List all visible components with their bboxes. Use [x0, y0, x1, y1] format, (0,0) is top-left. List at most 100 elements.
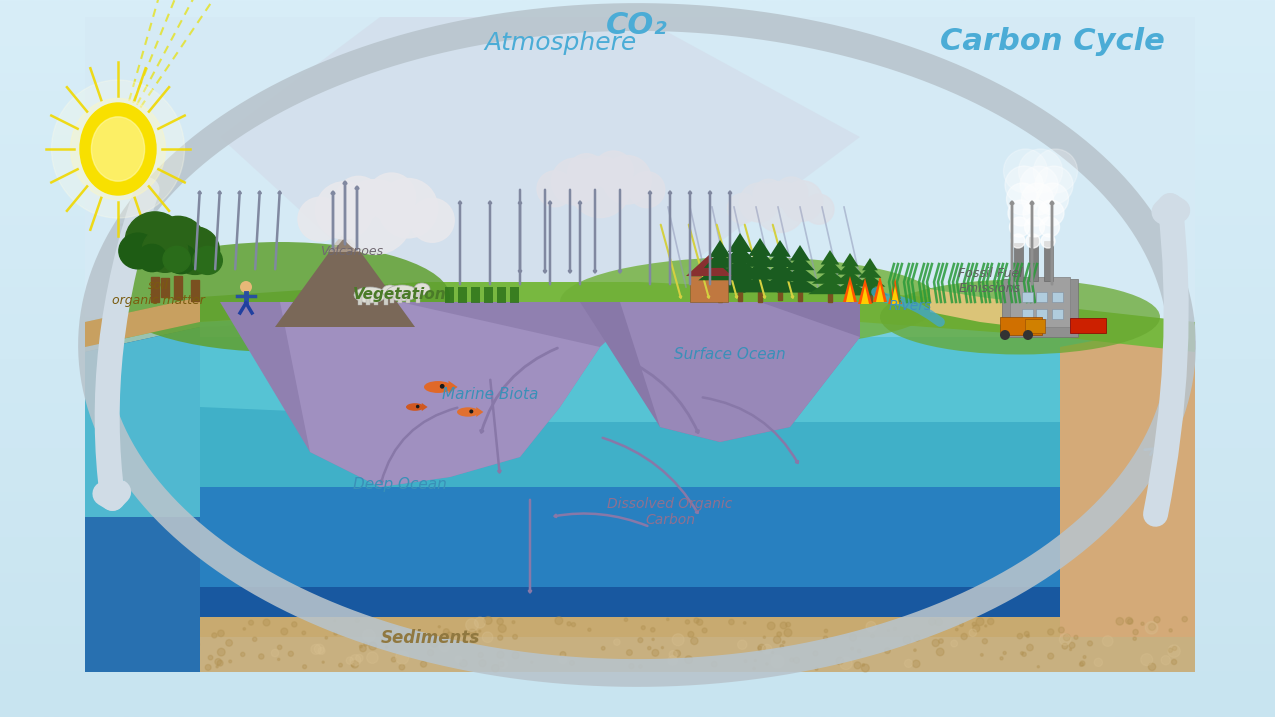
- Circle shape: [363, 630, 375, 642]
- Circle shape: [815, 668, 819, 670]
- Bar: [848, 291, 852, 301]
- Bar: [497, 287, 506, 303]
- Circle shape: [460, 660, 467, 667]
- Polygon shape: [816, 259, 844, 273]
- Circle shape: [951, 640, 958, 647]
- Circle shape: [1145, 622, 1158, 634]
- Polygon shape: [85, 617, 1195, 672]
- Circle shape: [936, 648, 944, 656]
- Polygon shape: [808, 280, 852, 294]
- Polygon shape: [85, 347, 1195, 672]
- Circle shape: [302, 665, 306, 669]
- Circle shape: [1019, 149, 1062, 193]
- Circle shape: [629, 663, 634, 669]
- Circle shape: [784, 629, 792, 637]
- Circle shape: [513, 621, 515, 624]
- Ellipse shape: [153, 236, 189, 270]
- Bar: [416, 291, 419, 303]
- Bar: [398, 291, 402, 303]
- Circle shape: [1023, 200, 1049, 226]
- Polygon shape: [769, 240, 790, 257]
- Circle shape: [1011, 234, 1025, 248]
- Circle shape: [484, 617, 492, 625]
- Circle shape: [311, 645, 321, 655]
- Circle shape: [360, 645, 362, 648]
- Circle shape: [783, 641, 785, 643]
- Circle shape: [1000, 657, 1003, 660]
- Circle shape: [555, 617, 562, 625]
- Polygon shape: [85, 637, 1195, 672]
- Ellipse shape: [560, 257, 940, 347]
- Circle shape: [755, 181, 806, 232]
- Circle shape: [244, 627, 246, 630]
- Circle shape: [338, 179, 412, 255]
- Circle shape: [973, 625, 980, 632]
- Circle shape: [768, 622, 775, 630]
- Circle shape: [984, 625, 987, 627]
- Bar: [458, 287, 467, 303]
- Circle shape: [334, 632, 338, 635]
- Text: Vegetation: Vegetation: [353, 287, 446, 302]
- Circle shape: [441, 640, 448, 646]
- Circle shape: [101, 645, 103, 647]
- Circle shape: [252, 637, 256, 642]
- Circle shape: [492, 665, 499, 672]
- Circle shape: [393, 628, 400, 636]
- Polygon shape: [876, 284, 884, 302]
- Circle shape: [914, 635, 921, 641]
- Circle shape: [259, 654, 264, 659]
- Circle shape: [497, 618, 504, 625]
- Circle shape: [1048, 653, 1053, 659]
- Circle shape: [417, 406, 418, 408]
- Polygon shape: [85, 17, 1195, 327]
- Circle shape: [1038, 665, 1039, 668]
- Bar: [1023, 309, 1033, 319]
- Polygon shape: [852, 283, 889, 295]
- Circle shape: [982, 639, 987, 644]
- Circle shape: [179, 657, 186, 665]
- Ellipse shape: [880, 280, 1160, 354]
- Circle shape: [399, 665, 404, 670]
- Circle shape: [530, 661, 533, 663]
- Circle shape: [667, 618, 669, 621]
- Circle shape: [1026, 635, 1029, 637]
- Circle shape: [1026, 645, 1033, 651]
- Circle shape: [478, 652, 483, 657]
- Circle shape: [783, 181, 822, 222]
- Circle shape: [771, 655, 784, 668]
- Circle shape: [639, 665, 643, 668]
- Circle shape: [980, 654, 983, 656]
- Polygon shape: [85, 327, 200, 517]
- Circle shape: [215, 665, 218, 668]
- Circle shape: [363, 642, 367, 646]
- Circle shape: [759, 646, 761, 650]
- Circle shape: [1021, 652, 1026, 657]
- Circle shape: [513, 635, 518, 640]
- Circle shape: [977, 617, 984, 626]
- Circle shape: [470, 410, 473, 413]
- Bar: [1025, 319, 1046, 333]
- Circle shape: [862, 664, 870, 672]
- Circle shape: [551, 158, 598, 205]
- Polygon shape: [891, 286, 899, 304]
- Circle shape: [391, 657, 397, 662]
- Circle shape: [1037, 183, 1068, 215]
- Polygon shape: [843, 276, 857, 302]
- Circle shape: [1034, 149, 1077, 193]
- Circle shape: [476, 639, 478, 641]
- Circle shape: [446, 632, 453, 639]
- Circle shape: [278, 645, 282, 650]
- Bar: [484, 287, 493, 303]
- Circle shape: [1149, 623, 1155, 630]
- Circle shape: [212, 633, 217, 638]
- Circle shape: [602, 647, 606, 650]
- Circle shape: [334, 619, 335, 622]
- Circle shape: [228, 660, 232, 663]
- Circle shape: [866, 622, 876, 632]
- Circle shape: [691, 637, 697, 645]
- Polygon shape: [85, 347, 1195, 587]
- Circle shape: [217, 660, 223, 666]
- Circle shape: [107, 642, 110, 645]
- Circle shape: [1126, 617, 1132, 624]
- Circle shape: [431, 640, 437, 647]
